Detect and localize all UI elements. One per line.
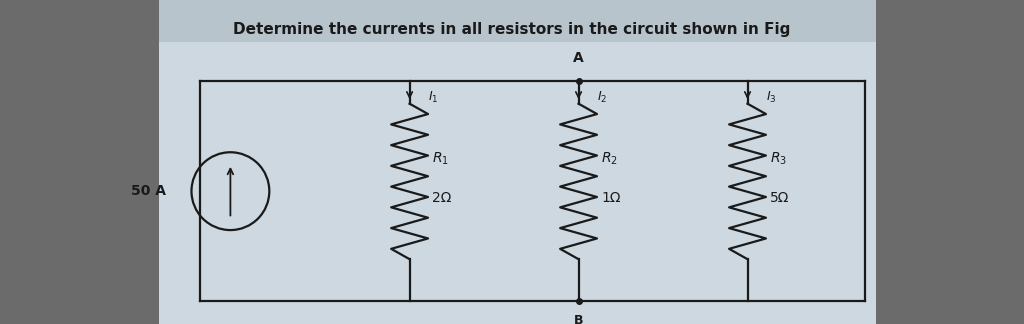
Text: Determine the currents in all resistors in the circuit shown in Fig: Determine the currents in all resistors … (233, 22, 791, 37)
FancyBboxPatch shape (159, 0, 876, 324)
Text: 1Ω: 1Ω (601, 191, 621, 205)
Text: $R_1$: $R_1$ (432, 151, 449, 167)
Text: A: A (573, 51, 584, 65)
Text: 5Ω: 5Ω (770, 191, 790, 205)
Text: $R_3$: $R_3$ (770, 151, 787, 167)
Text: 50 A: 50 A (131, 184, 166, 198)
Text: $I_1$: $I_1$ (428, 90, 438, 105)
Text: $I_2$: $I_2$ (597, 90, 607, 105)
Text: 2Ω: 2Ω (432, 191, 452, 205)
Text: $R_2$: $R_2$ (601, 151, 617, 167)
FancyBboxPatch shape (159, 0, 876, 42)
Text: B: B (573, 314, 584, 324)
Text: $I_3$: $I_3$ (766, 90, 776, 105)
